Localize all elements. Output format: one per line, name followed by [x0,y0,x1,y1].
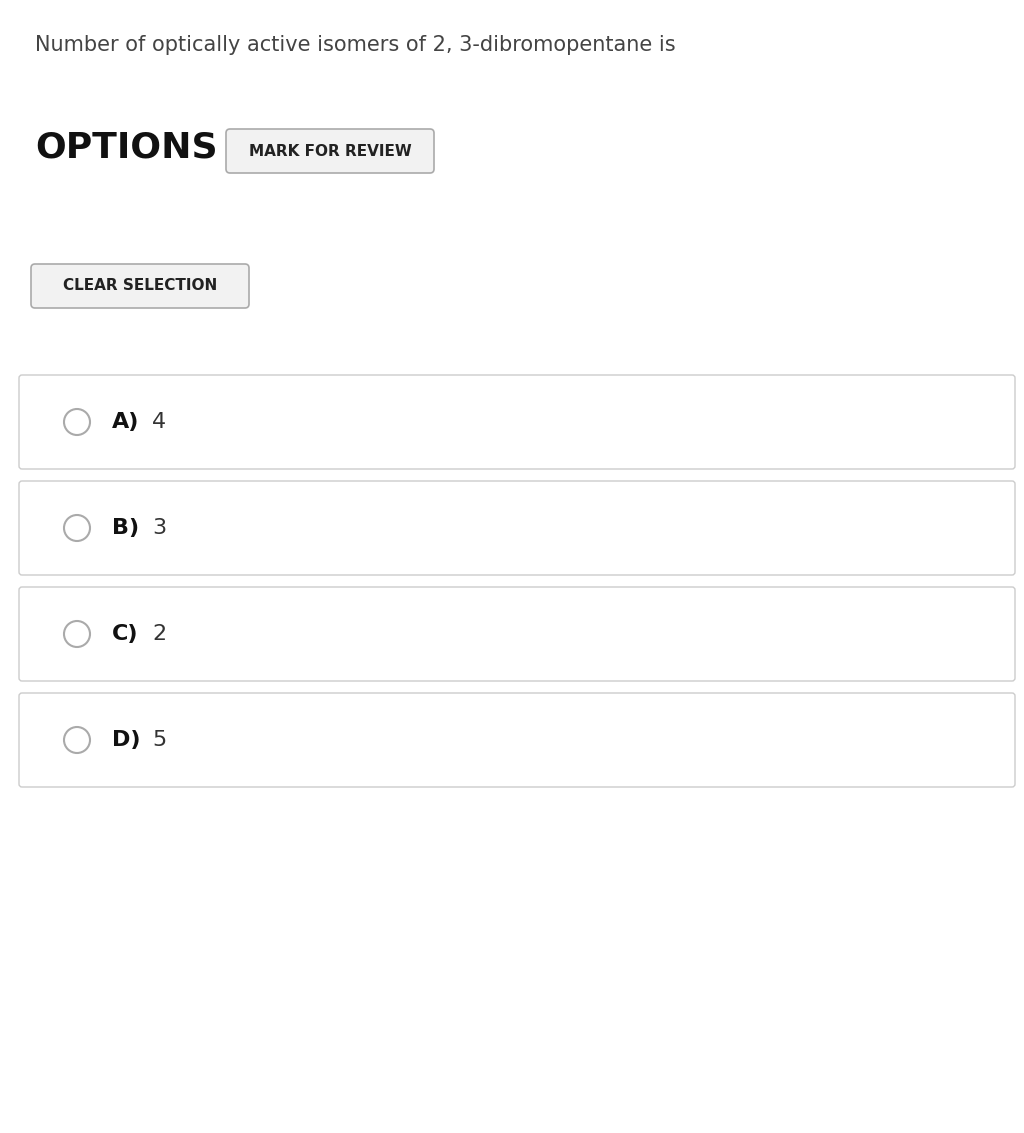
FancyBboxPatch shape [226,129,434,173]
Text: 5: 5 [152,730,166,750]
Text: 3: 3 [152,518,166,538]
Text: C): C) [112,624,138,644]
FancyBboxPatch shape [19,375,1015,469]
FancyBboxPatch shape [19,587,1015,681]
Text: OPTIONS: OPTIONS [35,130,218,164]
Text: MARK FOR REVIEW: MARK FOR REVIEW [249,144,412,159]
Text: A): A) [112,412,139,432]
FancyBboxPatch shape [19,693,1015,787]
FancyBboxPatch shape [19,482,1015,576]
Text: Number of optically active isomers of 2, 3-dibromopentane is: Number of optically active isomers of 2,… [35,35,676,56]
Text: 4: 4 [152,412,166,432]
Text: 2: 2 [152,624,166,644]
FancyBboxPatch shape [31,264,249,308]
Text: CLEAR SELECTION: CLEAR SELECTION [62,279,217,293]
Text: D): D) [112,730,140,750]
Text: B): B) [112,518,139,538]
